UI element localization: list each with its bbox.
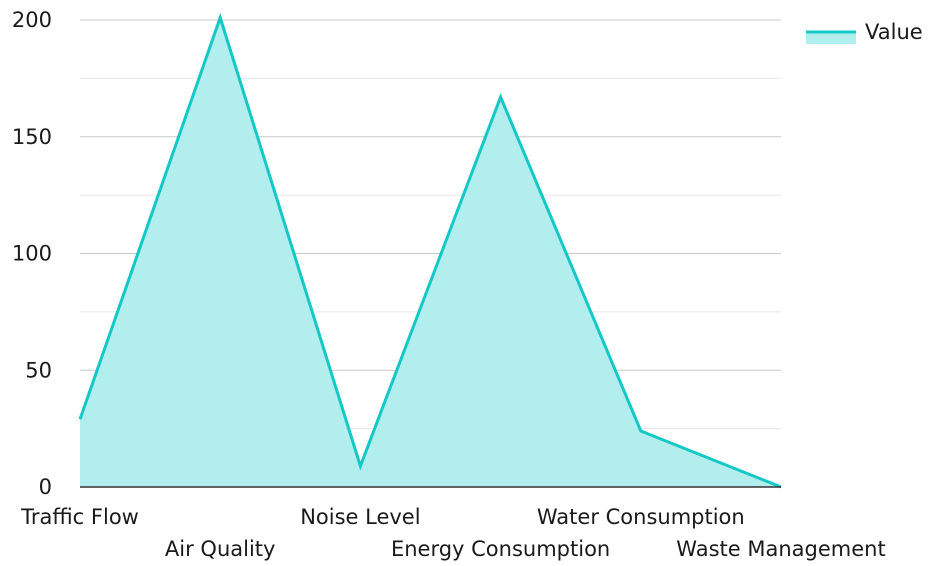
x-tick-label: Waste Management <box>676 537 885 561</box>
y-tick-labels: 0 50 100 150 200 <box>12 8 52 499</box>
y-tick-label: 200 <box>12 8 52 32</box>
x-tick-label: Noise Level <box>300 505 420 529</box>
x-tick-label: Energy Consumption <box>391 537 610 561</box>
x-tick-labels: Traffic Flow Air Quality Noise Level Energy… <box>20 505 886 561</box>
y-tick-label: 100 <box>12 242 52 266</box>
y-tick-label: 0 <box>39 475 52 499</box>
y-tick-label: 150 <box>12 125 52 149</box>
x-tick-label: Water Consumption <box>537 505 745 529</box>
x-tick-label: Traffic Flow <box>20 505 139 529</box>
x-tick-label: Air Quality <box>165 537 276 561</box>
series-area-layer <box>80 18 781 487</box>
y-tick-label: 50 <box>25 358 52 382</box>
legend-label-value: Value <box>865 20 923 44</box>
legend-swatch-fill <box>806 32 856 44</box>
legend: Value <box>806 20 923 44</box>
series-area-fill <box>80 18 781 487</box>
